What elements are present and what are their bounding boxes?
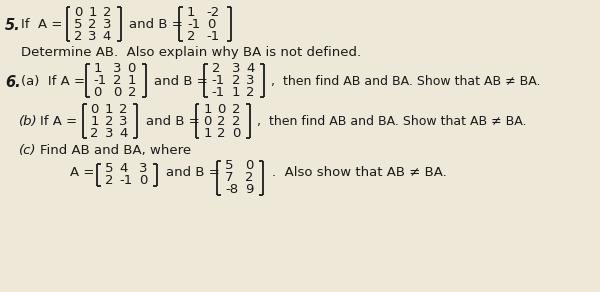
Text: ,  then find AB and BA. Show that AB ≠ BA.: , then find AB and BA. Show that AB ≠ BA… bbox=[271, 75, 540, 88]
Text: 0: 0 bbox=[207, 18, 215, 31]
Text: and B =: and B = bbox=[130, 18, 183, 31]
Text: 2: 2 bbox=[217, 115, 226, 128]
Text: (c): (c) bbox=[19, 144, 36, 157]
Text: 2: 2 bbox=[119, 103, 128, 116]
Text: 0: 0 bbox=[139, 174, 148, 187]
Text: 1: 1 bbox=[105, 103, 113, 116]
Text: 2: 2 bbox=[187, 29, 196, 43]
Text: 4: 4 bbox=[246, 62, 254, 75]
Text: 0: 0 bbox=[203, 115, 212, 128]
Text: 1: 1 bbox=[128, 74, 136, 87]
Text: 2: 2 bbox=[88, 18, 97, 31]
Text: 5.: 5. bbox=[5, 18, 21, 33]
Text: 2: 2 bbox=[232, 74, 240, 87]
Text: 5: 5 bbox=[74, 18, 83, 31]
Text: 3: 3 bbox=[246, 74, 254, 87]
Text: 0: 0 bbox=[91, 103, 99, 116]
Text: (a)  If A =: (a) If A = bbox=[20, 75, 85, 88]
Text: 3: 3 bbox=[113, 62, 122, 75]
Text: 2: 2 bbox=[105, 115, 113, 128]
Text: 2: 2 bbox=[217, 127, 226, 140]
Text: 4: 4 bbox=[119, 127, 127, 140]
Text: 1: 1 bbox=[232, 86, 240, 99]
Text: 4: 4 bbox=[103, 29, 111, 43]
Text: 0: 0 bbox=[74, 6, 83, 19]
Text: -1: -1 bbox=[207, 29, 220, 43]
Text: 5: 5 bbox=[225, 159, 233, 172]
Text: 2: 2 bbox=[232, 115, 240, 128]
Text: 3: 3 bbox=[105, 127, 113, 140]
Text: ,  then find AB and BA. Show that AB ≠ BA.: , then find AB and BA. Show that AB ≠ BA… bbox=[257, 115, 526, 128]
Text: 1: 1 bbox=[203, 127, 212, 140]
Text: 2: 2 bbox=[74, 29, 83, 43]
Text: .  Also show that AB ≠ BA.: . Also show that AB ≠ BA. bbox=[272, 166, 446, 179]
Text: 2: 2 bbox=[91, 127, 99, 140]
Text: 1: 1 bbox=[203, 103, 212, 116]
Text: 2: 2 bbox=[105, 174, 113, 187]
Text: 0: 0 bbox=[217, 103, 226, 116]
Text: 2: 2 bbox=[113, 74, 122, 87]
Text: 2: 2 bbox=[103, 6, 111, 19]
Text: 3: 3 bbox=[119, 115, 128, 128]
Text: 4: 4 bbox=[119, 162, 128, 175]
Text: 0: 0 bbox=[232, 127, 240, 140]
Text: and B =: and B = bbox=[154, 75, 208, 88]
Text: -8: -8 bbox=[225, 183, 238, 196]
Text: 0: 0 bbox=[94, 86, 102, 99]
Text: 3: 3 bbox=[88, 29, 97, 43]
Text: 1: 1 bbox=[91, 115, 99, 128]
Text: Find AB and BA, where: Find AB and BA, where bbox=[40, 144, 191, 157]
Text: 2: 2 bbox=[128, 86, 136, 99]
Text: 5: 5 bbox=[105, 162, 113, 175]
Text: 3: 3 bbox=[139, 162, 148, 175]
Text: -1: -1 bbox=[212, 74, 225, 87]
Text: (b): (b) bbox=[19, 115, 37, 128]
Text: 0: 0 bbox=[245, 159, 253, 172]
Text: 0: 0 bbox=[128, 62, 136, 75]
Text: 2: 2 bbox=[212, 62, 220, 75]
Text: If  A =: If A = bbox=[20, 18, 62, 31]
Text: 3: 3 bbox=[103, 18, 111, 31]
Text: Determine AB.  Also explain why BA is not defined.: Determine AB. Also explain why BA is not… bbox=[20, 46, 361, 59]
Text: 1: 1 bbox=[88, 6, 97, 19]
Text: 1: 1 bbox=[94, 62, 102, 75]
Text: 1: 1 bbox=[187, 6, 196, 19]
Text: -1: -1 bbox=[119, 174, 133, 187]
Text: and B =: and B = bbox=[166, 166, 220, 179]
Text: -1: -1 bbox=[187, 18, 200, 31]
Text: -1: -1 bbox=[212, 86, 225, 99]
Text: 7: 7 bbox=[225, 171, 233, 184]
Text: If A =: If A = bbox=[40, 115, 77, 128]
Text: A =: A = bbox=[70, 166, 95, 179]
Text: 6.: 6. bbox=[5, 75, 21, 90]
Text: -1: -1 bbox=[94, 74, 107, 87]
Text: 2: 2 bbox=[246, 86, 254, 99]
Text: and B =: and B = bbox=[146, 115, 199, 128]
Text: 2: 2 bbox=[245, 171, 254, 184]
Text: -2: -2 bbox=[207, 6, 220, 19]
Text: 3: 3 bbox=[232, 62, 240, 75]
Text: 0: 0 bbox=[113, 86, 122, 99]
Text: 2: 2 bbox=[232, 103, 240, 116]
Text: 9: 9 bbox=[245, 183, 253, 196]
